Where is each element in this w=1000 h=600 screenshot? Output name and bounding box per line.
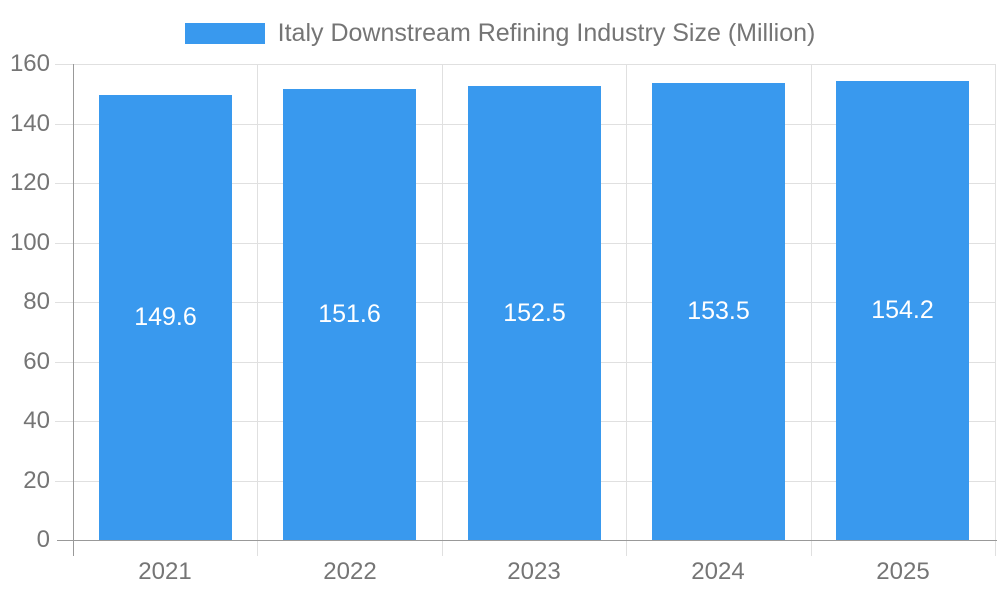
y-axis-tick-label: 140: [9, 110, 50, 137]
x-gridline: [811, 64, 812, 556]
x-axis-tick-label: 2024: [691, 558, 745, 585]
legend-swatch-icon: [184, 22, 265, 44]
bar[interactable]: 151.6: [283, 89, 416, 540]
bar-value-label: 152.5: [503, 298, 566, 327]
chart-legend[interactable]: Italy Downstream Refining Industry Size …: [0, 19, 1000, 47]
x-axis-tick-label: 2022: [323, 558, 377, 585]
y-gridline: [55, 64, 995, 65]
bar[interactable]: 152.5: [468, 86, 601, 540]
y-axis-line: [73, 64, 74, 556]
x-gridline: [995, 64, 996, 556]
y-axis-tick-label: 100: [9, 229, 50, 256]
y-axis-tick-label: 160: [9, 50, 50, 77]
bar-value-label: 153.5: [687, 297, 750, 325]
bar[interactable]: 153.5: [652, 83, 785, 540]
y-axis-tick-label: 0: [36, 526, 50, 553]
bar-value-label: 151.6: [318, 300, 381, 328]
x-axis-line: [57, 540, 997, 541]
x-gridline: [442, 64, 443, 556]
y-axis-tick-label: 40: [23, 407, 50, 434]
x-gridline: [626, 64, 627, 556]
bar-value-label: 149.6: [134, 303, 197, 331]
y-axis-tick-label: 20: [23, 467, 50, 494]
legend-series-label: Italy Downstream Refining Industry Size …: [277, 18, 816, 47]
x-axis-tick-label: 2023: [507, 558, 561, 585]
y-axis-tick-label: 60: [23, 348, 50, 375]
y-axis-tick-label: 80: [23, 288, 50, 315]
x-axis-tick-label: 2025: [876, 558, 930, 585]
x-gridline: [257, 64, 258, 556]
bar-value-label: 154.2: [871, 296, 934, 324]
bar[interactable]: 154.2: [836, 81, 969, 540]
x-axis-tick-label: 2021: [138, 558, 192, 585]
bar[interactable]: 149.6: [99, 95, 232, 540]
y-axis-tick-label: 120: [9, 169, 50, 196]
